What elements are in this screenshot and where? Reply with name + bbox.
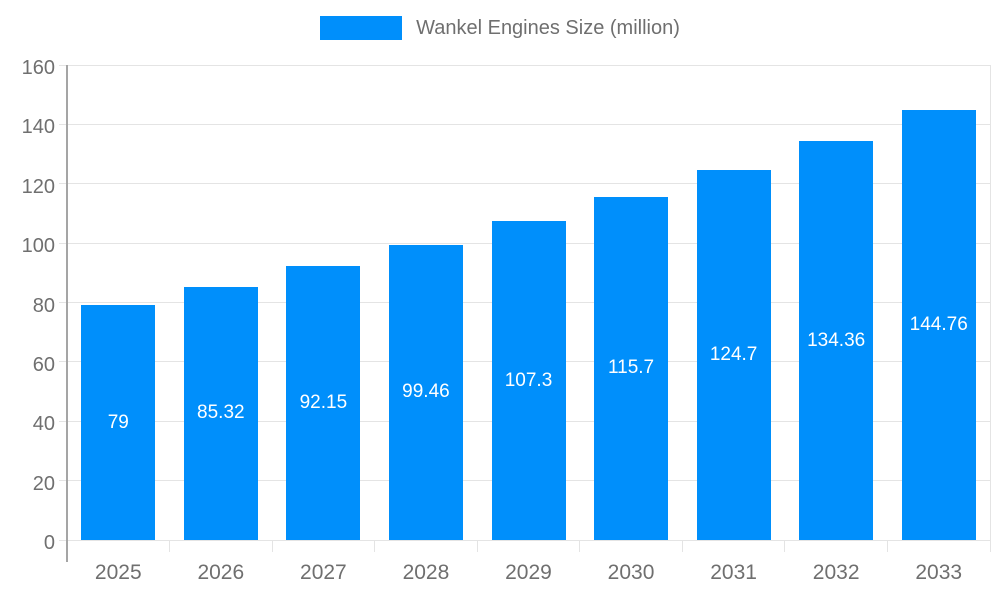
bar-value-label: 115.7	[607, 357, 655, 379]
bar[interactable]: 85.32	[183, 286, 258, 540]
x-axis-category-label: 2031	[710, 561, 757, 584]
bar-value-label: 92.15	[299, 392, 348, 414]
bar-value-label: 124.7	[709, 343, 758, 365]
bar[interactable]: 92.15	[286, 266, 361, 540]
x-axis-category-label: 2028	[402, 561, 450, 584]
y-gridline	[59, 64, 990, 66]
bar-value-label: 85.32	[197, 402, 245, 424]
x-axis-category-label: 2025	[94, 561, 142, 584]
x-axis-tick	[169, 540, 171, 552]
y-axis-tick-label: 140	[21, 116, 55, 139]
bar-value-label: 99.46	[402, 381, 450, 403]
bar-value-label: 144.76	[909, 314, 968, 336]
bar[interactable]: 79	[81, 305, 156, 540]
x-axis-category-label: 2027	[300, 561, 347, 584]
x-axis-category-label: 2029	[505, 561, 552, 584]
legend[interactable]: Wankel Engines Size (million)	[0, 16, 1000, 40]
y-axis-tick-label: 120	[21, 175, 55, 198]
y-gridline	[59, 123, 990, 125]
bar-value-label: 79	[107, 411, 129, 433]
bar[interactable]: 99.46	[388, 244, 463, 540]
x-axis-tick	[579, 540, 581, 552]
bar-value-label: 134.36	[807, 329, 866, 351]
bar[interactable]: 107.3	[491, 221, 566, 540]
x-axis-category-label: 2030	[607, 561, 655, 584]
x-axis-tick	[271, 540, 273, 552]
x-axis-tick	[374, 540, 376, 552]
bar[interactable]: 134.36	[799, 141, 874, 540]
x-axis-category-label: 2026	[197, 561, 245, 584]
y-gridline	[59, 539, 990, 541]
x-axis-tick	[476, 540, 478, 552]
x-axis-tick	[681, 540, 683, 552]
legend-swatch-icon	[320, 16, 403, 40]
y-axis-tick-label: 100	[21, 235, 55, 258]
bar[interactable]: 144.76	[901, 110, 976, 540]
plot-right-border	[990, 65, 991, 540]
legend-label: Wankel Engines Size (million)	[416, 17, 680, 39]
x-axis-category-label: 2033	[915, 561, 963, 584]
bar[interactable]: 115.7	[594, 196, 669, 540]
y-axis-tick-label: 0	[43, 532, 55, 554]
y-axis-tick-label: 60	[32, 353, 55, 376]
bar-value-label: 107.3	[504, 369, 553, 391]
x-axis-tick	[989, 540, 991, 552]
x-axis-tick	[784, 540, 786, 552]
y-axis-tick-label: 40	[32, 413, 55, 436]
x-axis-category-label: 2032	[812, 561, 860, 584]
y-gridline	[59, 183, 990, 185]
y-axis-tick-label: 80	[32, 294, 55, 317]
bar[interactable]: 124.7	[696, 169, 771, 540]
x-axis-tick	[886, 540, 888, 552]
y-axis-tick-label: 160	[21, 57, 55, 79]
y-axis-line	[66, 65, 68, 562]
y-axis-tick-label: 20	[32, 472, 55, 495]
